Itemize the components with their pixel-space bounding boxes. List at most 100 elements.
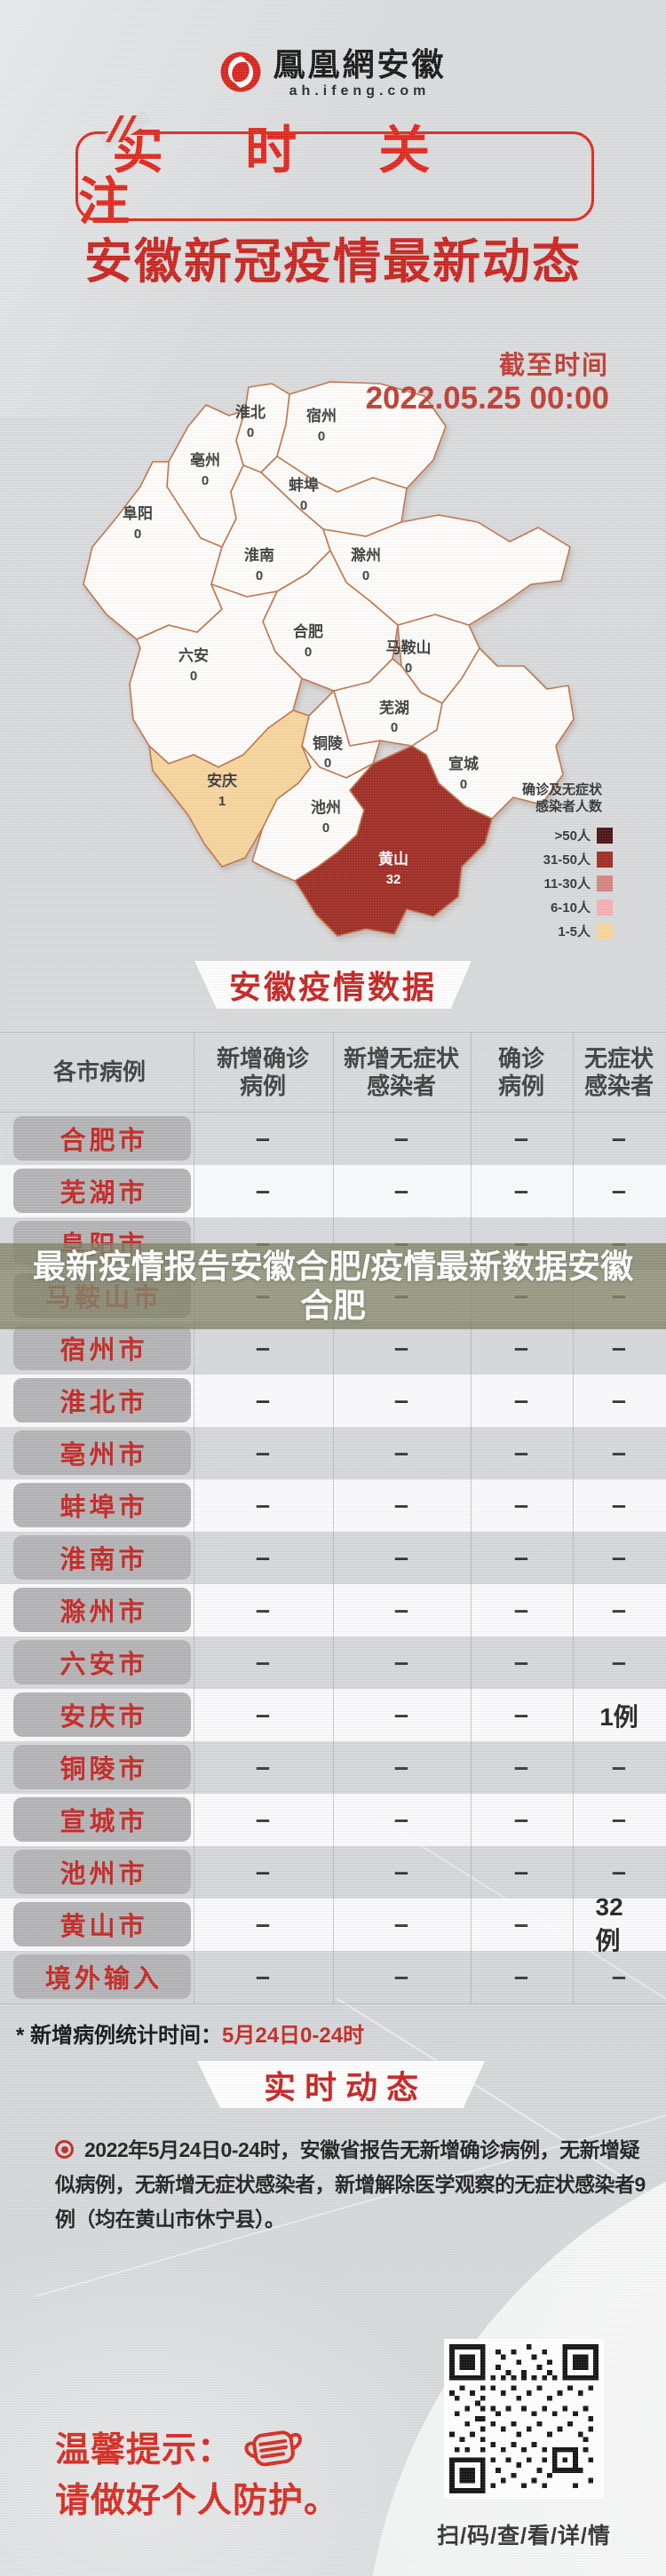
watermark-line2: 合肥: [300, 1287, 366, 1324]
qr-code: [444, 2339, 604, 2499]
tip-title: 温馨提示：: [55, 2430, 234, 2469]
footer-tip: 温馨提示： 请做好个人防护。: [55, 2422, 339, 2524]
tip-text: 请做好个人防护。: [55, 2482, 340, 2520]
map-label-value: 0: [134, 527, 141, 542]
map-label-city: 阜阳: [123, 504, 153, 522]
map-label-value: 0: [256, 568, 263, 583]
brand-domain: ah.ifeng.com: [289, 83, 431, 99]
city-pill: 池州市: [13, 1850, 191, 1894]
table-column-divider: [573, 1032, 574, 2003]
realtime-attention-badge: 实 时 关 注: [75, 124, 594, 227]
table-row: 亳州市 – – – –: [0, 1427, 666, 1479]
legend-title-line1: 确诊及无症状: [521, 782, 602, 797]
map-label-city: 宿州: [306, 407, 337, 424]
city-pill: 安庆市: [13, 1692, 191, 1737]
legend-item: 31-50人: [462, 847, 613, 871]
table-footnote: * 新增病例统计时间：5月24日0-24时: [16, 2024, 365, 2048]
table-row: 池州市 – – – –: [0, 1846, 666, 1898]
map-label-city: 黄山: [378, 850, 408, 868]
column-header-new-asymptomatic: 新增无症状 感染者: [343, 1045, 459, 1099]
map-label-city: 马鞍山: [386, 638, 432, 656]
as-of-time: 2022.05.25 00:00: [365, 381, 609, 416]
city-pill: 铜陵市: [13, 1745, 191, 1789]
brand-name: 鳳凰網安徽: [273, 47, 447, 83]
city-pill: 淮北市: [13, 1378, 191, 1423]
face-mask-icon: [238, 2422, 307, 2478]
data-section-banner: 安徽疫情数据: [194, 961, 472, 1009]
column-header-confirmed: 确诊 病例: [497, 1045, 544, 1099]
table-row: 宿州市 – – – –: [0, 1322, 666, 1375]
city-pill: 芜湖市: [13, 1169, 191, 1213]
table-row: 铜陵市 – – – –: [0, 1741, 666, 1794]
map-label-city: 滁州: [351, 546, 381, 564]
map-label-value: 32: [386, 872, 401, 887]
as-of-timestamp: 截至时间 2022.05.25 00:00: [366, 352, 609, 417]
table-row: 安庆市 – – – 1例: [0, 1689, 666, 1741]
city-pill: 宣城市: [13, 1797, 191, 1842]
table-column-divider: [333, 1032, 334, 2003]
legend-swatch: [597, 851, 613, 868]
map-label-value: 0: [305, 645, 312, 660]
city-pill: 六安市: [13, 1640, 191, 1684]
map-label-city: 芜湖: [379, 699, 409, 717]
city-pill: 宿州市: [13, 1326, 191, 1370]
watermark-line1: 最新疫情报告安徽合肥/疫情最新数据安徽: [32, 1248, 634, 1285]
city-pill: 合肥市: [13, 1116, 191, 1161]
anhui-province-map: 淮北 0 宿州 0 亳州 0 蚌埠 0 阜阳 0 淮南 0 滁州 0 合肥 0 …: [83, 381, 575, 937]
map-label-city: 蚌埠: [289, 476, 319, 494]
phoenix-logo-icon: [219, 51, 262, 98]
background-streak-top: [0, 0, 604, 417]
footnote-period: 5月24日0-24时: [222, 2024, 365, 2048]
map-legend: 确诊及无症状 感染者人数 >50人 31-50人 11-30人 6-10人 1-…: [462, 781, 613, 943]
legend-swatch: [597, 827, 613, 844]
legend-swatch: [597, 899, 613, 915]
city-pill: 蚌埠市: [13, 1483, 191, 1527]
map-label-city: 亳州: [190, 451, 220, 469]
map-label-value: 0: [405, 661, 412, 676]
map-label-value: 0: [324, 756, 331, 771]
table-border-bottom: [0, 2003, 666, 2004]
legend-item: >50人: [462, 823, 613, 847]
table-row: 境外输入 – – – –: [0, 1951, 666, 2003]
table-row: 淮南市 – – – –: [0, 1532, 666, 1584]
map-label-city: 宣城: [448, 755, 479, 773]
map-label-value: 0: [247, 425, 254, 440]
page-title: 安徽新冠疫情最新动态: [84, 235, 582, 289]
legend-swatch: [597, 875, 613, 892]
legend-swatch: [597, 923, 613, 939]
legend-item: 11-30人: [462, 871, 613, 895]
map-label-value: 0: [362, 568, 369, 583]
map-label-value: 0: [318, 429, 325, 444]
column-header-city: 各市病例: [52, 1058, 146, 1085]
legend-item: 6-10人: [462, 895, 613, 919]
city-pill: 境外输入: [13, 1954, 191, 1999]
map-label-value: 0: [202, 473, 209, 488]
as-of-label: 截至时间: [498, 352, 609, 380]
map-label-city: 六安: [178, 646, 209, 664]
qr-caption: 扫/码/查/看/详/情: [437, 2524, 611, 2548]
watermark-overlay: 最新疫情报告安徽合肥/疫情最新数据安徽 合肥: [0, 1243, 666, 1329]
map-label-value: 0: [300, 498, 307, 513]
city-pill: 滁州市: [13, 1588, 191, 1632]
map-label-city: 铜陵: [313, 734, 344, 752]
table-column-divider: [471, 1032, 472, 2003]
map-label-value: 0: [322, 820, 329, 836]
column-header-new-confirmed: 新增确诊 病例: [216, 1045, 309, 1099]
map-label-city: 池州: [311, 798, 341, 816]
map-region-huangshan: [294, 745, 493, 937]
live-section-banner: 实时动态: [197, 2061, 485, 2108]
map-label-city: 淮北: [235, 404, 266, 421]
paragraph-line: 2022年5月24日0-24时，安徽省报告无新增确诊病例，无新增疑: [55, 2133, 666, 2168]
badge-label: 实 时 关 注: [78, 121, 464, 231]
city-pill: 黄山市: [13, 1902, 191, 1946]
map-label-city: 安庆: [207, 772, 237, 789]
table-row: 合肥市 – – – –: [0, 1113, 666, 1165]
map-label-city: 合肥: [293, 622, 323, 640]
table-row: 六安市 – – – –: [0, 1637, 666, 1689]
live-update-paragraph: 2022年5月24日0-24时，安徽省报告无新增确诊病例，无新增疑 似病例，无新…: [55, 2133, 666, 2237]
column-header-asymptomatic: 无症状 感染者: [583, 1045, 654, 1099]
city-pill: 亳州市: [13, 1431, 191, 1475]
legend-title-line2: 感染者人数: [535, 799, 602, 814]
map-label-value: 0: [190, 669, 197, 684]
